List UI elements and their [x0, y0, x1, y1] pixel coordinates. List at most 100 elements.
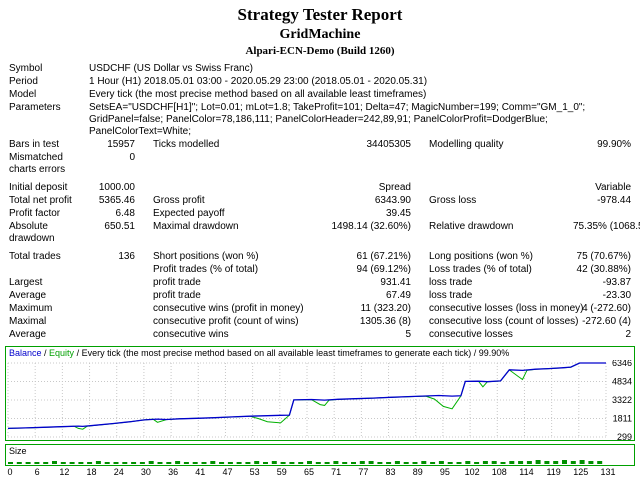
report-cell: consecutive wins	[153, 329, 229, 340]
report-cell: Gross profit	[153, 195, 205, 206]
size-bar	[394, 461, 400, 464]
x-axis-label: 18	[86, 467, 97, 477]
report-cell: 650.51	[104, 221, 135, 232]
size-bar	[43, 462, 49, 464]
report-cell: -272.60 (4)	[582, 316, 632, 327]
size-bar	[104, 462, 110, 464]
size-bar	[289, 462, 295, 464]
report-cell-empty	[137, 182, 303, 195]
report-cell: consecutive wins (profit in money)	[153, 303, 304, 314]
report-cell: 75.35% (1068.58)	[573, 221, 640, 232]
size-bar	[482, 461, 488, 464]
report-cell: Spread	[378, 182, 411, 193]
report-row: Mismatched charts errors 0	[7, 152, 633, 177]
size-bar	[157, 462, 163, 464]
size-bar	[271, 461, 277, 464]
size-bar	[34, 462, 40, 464]
report-cell-empty	[87, 277, 137, 290]
size-bar	[78, 462, 84, 464]
report-cell: Profit trades (% of total)	[153, 264, 259, 275]
size-bar	[500, 462, 506, 464]
report-cell: 1498.14 (32.60%)	[331, 221, 411, 232]
size-bar	[535, 460, 541, 464]
size-bar	[227, 462, 233, 464]
report-cell: consecutive losses (loss in money)	[429, 303, 584, 314]
report-row: Absolute drawdown 650.51 Maximal drawdown 1…	[7, 221, 640, 246]
report-cell: Relative drawdown	[429, 221, 514, 232]
size-bar	[456, 462, 462, 464]
report-cell: Maximal	[9, 316, 47, 327]
chart-legend: Balance / Equity / Every tick (the most …	[6, 347, 634, 360]
size-bar	[579, 460, 585, 464]
legend-item: / Every tick (the most precise method ba…	[74, 348, 510, 358]
report-cell: Symbol	[9, 63, 43, 74]
report-cell: 99.90%	[597, 139, 632, 150]
size-bar	[60, 462, 66, 464]
x-axis-label: 41	[195, 467, 206, 477]
report-cell: Variable	[595, 182, 632, 193]
x-axis-label: 47	[222, 467, 233, 477]
report-cell: 136	[118, 251, 135, 262]
report-table: Symbol USDCHF (US Dollar vs Swiss Franc) P…	[7, 63, 640, 342]
report-cell: Mismatched charts errors	[9, 152, 66, 175]
size-bar	[562, 460, 567, 464]
report-cell: Model	[9, 89, 37, 100]
size-bar	[438, 461, 444, 464]
balance-line	[7, 362, 606, 430]
report-cell: -93.87	[602, 277, 632, 288]
report-cell: loss trade	[429, 290, 473, 301]
size-bar	[166, 462, 172, 464]
report-cell: loss trade	[429, 277, 473, 288]
report-cell: 931.41	[380, 277, 411, 288]
report-cell: Profit factor	[9, 208, 61, 219]
size-bar	[324, 462, 330, 464]
report-cell: consecutive losses	[429, 329, 513, 340]
x-axis-label: 77	[358, 467, 369, 477]
report-cell: Average	[9, 329, 47, 340]
size-bar	[175, 461, 181, 464]
report-cell: 1305.36 (8)	[359, 316, 411, 327]
report-cell: SetsEA="USDCHF[H1]"; Lot=0.01; mLot=1.8;…	[89, 102, 586, 137]
size-bar	[544, 461, 550, 464]
y-axis-label: 299	[617, 432, 632, 440]
size-bar	[8, 462, 13, 464]
size-bar	[183, 462, 189, 464]
server-build: Alpari-ECN-Demo (Build 1260)	[245, 45, 395, 57]
y-axis-label: 4834	[612, 377, 632, 387]
report-row: Total trades 136 Short positions (won %) 61…	[7, 251, 633, 264]
report-cell: Loss trades (% of total)	[429, 264, 532, 275]
x-axis-label: 95	[439, 467, 450, 477]
report-cell: Maximal drawdown	[153, 221, 239, 232]
report-row: Average profit trade 67.49 loss trade -23.30	[7, 290, 633, 303]
x-axis-labels: 0 6 12 18 24 30 36 41 47 53 59 65 71 77 83 89 95 102 108 11…	[5, 467, 635, 478]
x-axis-label: 83	[385, 467, 396, 477]
size-bar	[219, 462, 225, 464]
size-bar	[570, 461, 576, 464]
size-bar	[412, 462, 418, 464]
x-axis-label: 125	[573, 467, 589, 477]
report-row: Bars in test 15957 Ticks modelled 34405305 M…	[7, 139, 633, 152]
report-cell: 6343.90	[374, 195, 411, 206]
report-cell-empty	[87, 290, 137, 303]
report-cell: Every tick (the most precise method base…	[89, 89, 427, 100]
report-cell: 0	[129, 152, 135, 163]
report-cell: USDCHF (US Dollar vs Swiss Franc)	[89, 63, 253, 74]
size-bar	[52, 461, 57, 464]
report-cell: 39.45	[385, 208, 411, 219]
report-cell: 5365.46	[98, 195, 135, 206]
report-cell: Average	[9, 290, 47, 301]
size-bar	[359, 461, 365, 464]
report-cell: Largest	[9, 277, 43, 288]
x-axis-label: 114	[519, 467, 534, 477]
report-cell: 4 (-272.60)	[582, 303, 632, 314]
report-row: Maximum consecutive wins (profit in money…	[7, 303, 633, 316]
size-bar	[491, 461, 497, 464]
x-axis-label: 102	[464, 467, 480, 477]
report-cell: 94 (69.12%)	[356, 264, 411, 275]
x-axis-label: 36	[168, 467, 179, 477]
size-bar	[16, 462, 22, 464]
x-axis-label: 119	[546, 467, 561, 477]
x-axis-label: 131	[600, 467, 616, 477]
report-cell: Maximum	[9, 303, 53, 314]
